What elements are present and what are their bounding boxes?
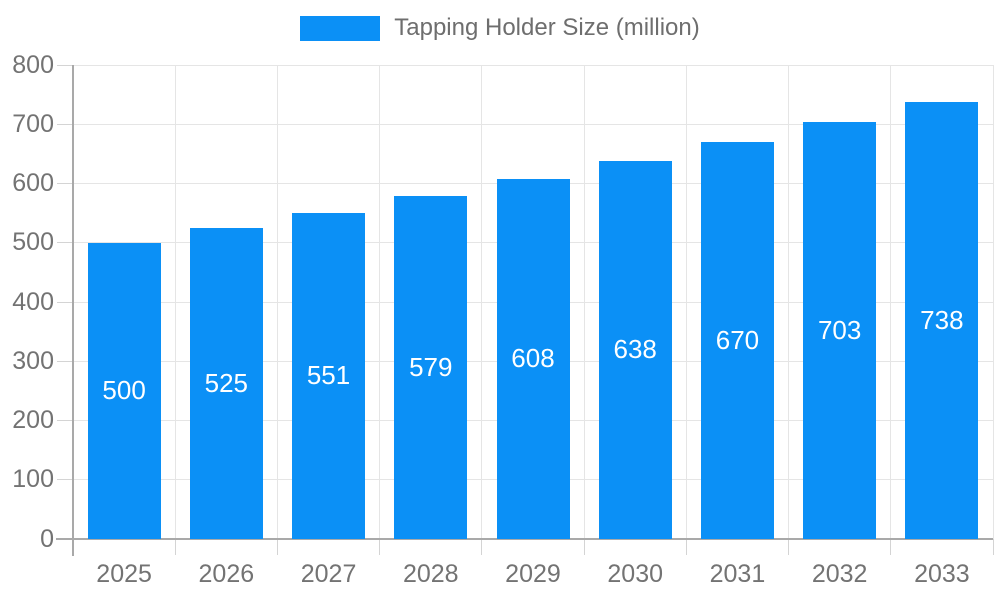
bar-value-label: 703 — [817, 315, 862, 346]
y-axis-tick-label: 0 — [40, 524, 54, 553]
y-axis-tick-label: 300 — [12, 346, 54, 375]
gridline-vertical — [685, 65, 687, 539]
y-axis-tick-label: 200 — [12, 406, 54, 434]
bar-value-label: 525 — [204, 367, 249, 398]
x-axis-tick — [992, 539, 994, 555]
chart-legend: Tapping Holder Size (million) — [0, 14, 1000, 42]
x-axis-tick — [481, 539, 483, 555]
y-axis-tick-label: 500 — [12, 228, 54, 257]
bar-value-label: 579 — [409, 351, 453, 382]
bar-2029[interactable]: 608 — [496, 178, 570, 539]
y-axis-tick-label: 800 — [12, 50, 54, 79]
gridline-vertical — [276, 65, 278, 539]
x-axis-tick-label: 2025 — [96, 560, 152, 588]
x-axis-tick-label: 2028 — [402, 560, 459, 588]
y-axis-tick — [57, 64, 73, 66]
x-axis-tick-label: 2026 — [198, 560, 255, 588]
x-axis-tick-label: 2029 — [505, 560, 561, 588]
bar-value-label: 638 — [613, 334, 657, 365]
x-axis-tick-label: 2030 — [607, 560, 664, 588]
legend-label: Tapping Holder Size (million) — [394, 14, 700, 41]
bar-2033[interactable]: 738 — [905, 101, 979, 539]
y-axis-tick — [57, 420, 73, 421]
bar-2027[interactable]: 551 — [292, 212, 366, 539]
x-axis-tick-label: 2031 — [709, 560, 766, 588]
gridline-vertical — [379, 65, 381, 539]
x-axis-line — [56, 538, 993, 540]
bar-2032[interactable]: 703 — [803, 122, 877, 539]
bar-2030[interactable]: 638 — [598, 160, 672, 539]
x-axis-tick — [685, 539, 687, 555]
bar-value-label: 608 — [511, 343, 555, 374]
y-axis-tick-label: 700 — [12, 109, 54, 138]
y-axis-tick-label: 600 — [12, 169, 54, 197]
bar-2026[interactable]: 525 — [189, 227, 263, 539]
legend-swatch — [300, 15, 381, 41]
x-axis-tick-label: 2032 — [811, 560, 868, 588]
bar-value-label: 670 — [715, 325, 760, 355]
y-axis-tick — [57, 123, 73, 125]
x-axis-tick-label: 2033 — [914, 560, 970, 588]
bar-2031[interactable]: 670 — [700, 142, 774, 539]
x-axis-tick — [174, 539, 176, 555]
x-axis-tick — [379, 539, 381, 555]
y-axis-tick — [57, 242, 73, 244]
bar-value-label: 500 — [102, 375, 146, 406]
gridline-vertical — [583, 65, 585, 539]
gridline-vertical — [481, 65, 483, 539]
y-axis-line — [72, 65, 74, 556]
gridline-vertical — [788, 65, 790, 539]
bar-2028[interactable]: 579 — [394, 195, 468, 539]
y-axis-tick — [57, 301, 73, 303]
x-axis-tick-label: 2027 — [300, 560, 357, 588]
gridline-horizontal — [73, 123, 993, 125]
x-axis-tick — [583, 539, 585, 555]
gridline-vertical — [890, 65, 892, 539]
x-axis-tick — [788, 539, 790, 555]
y-axis-tick-label: 400 — [12, 287, 54, 316]
y-axis-tick — [57, 479, 73, 481]
bar-2025[interactable]: 500 — [87, 242, 161, 539]
bar-value-label: 738 — [920, 304, 964, 335]
y-axis-tick — [57, 360, 73, 362]
gridline-horizontal — [73, 64, 993, 66]
x-axis-tick — [890, 539, 892, 555]
legend-item[interactable]: Tapping Holder Size (million) — [300, 14, 700, 42]
gridline-vertical — [174, 65, 176, 539]
x-axis-tick — [276, 539, 278, 555]
bar-value-label: 551 — [306, 360, 351, 391]
y-axis-tick-label: 100 — [12, 465, 54, 494]
y-axis-tick — [57, 183, 73, 184]
gridline-vertical — [992, 65, 994, 539]
